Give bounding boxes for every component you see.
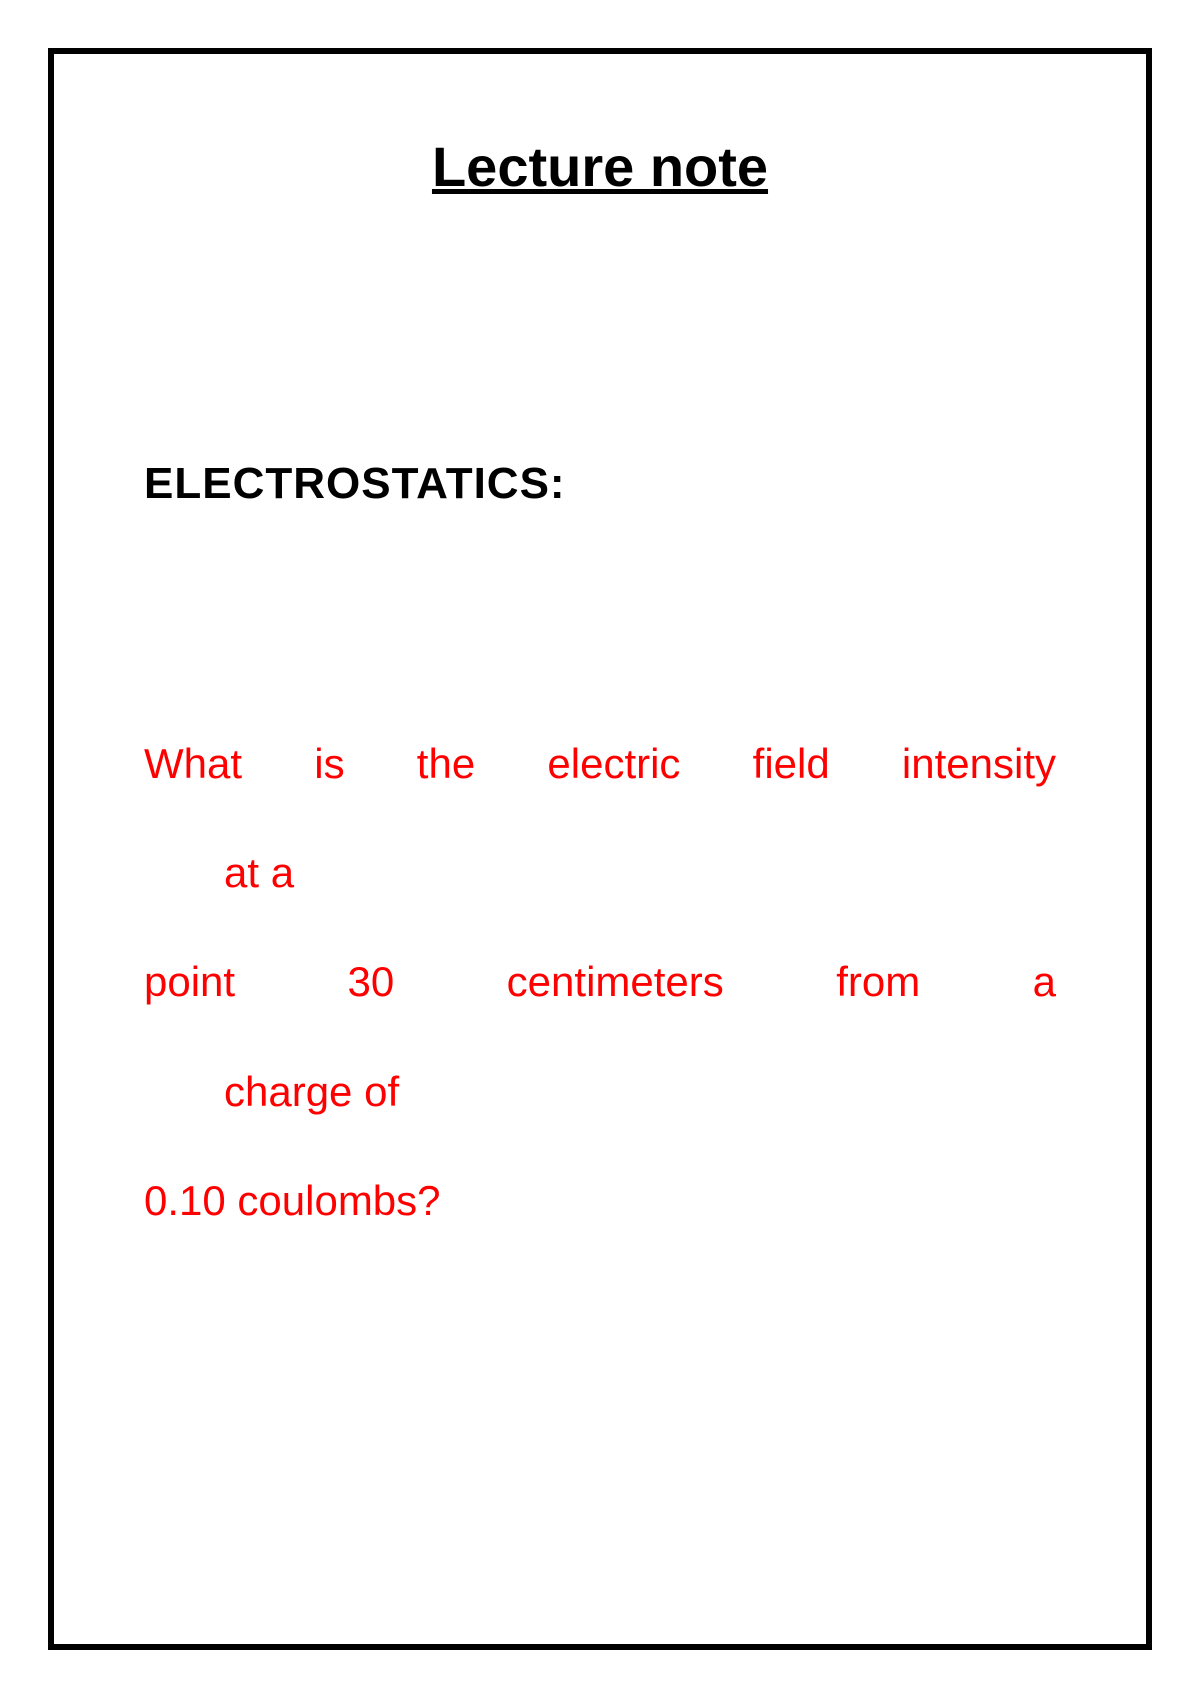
section-heading: ELECTROSTATICS: (144, 459, 1056, 509)
page-frame: Lecture note ELECTROSTATICS: What is the… (48, 48, 1152, 1650)
question-block: What is the electric field intensity at … (144, 709, 1056, 1255)
question-line-4: charge of (144, 1037, 1056, 1146)
page-title: Lecture note (144, 134, 1056, 199)
question-line-2: at a (144, 818, 1056, 927)
question-line-3: point 30 centimeters from a (144, 927, 1056, 1036)
question-line-5: 0.10 coulombs? (144, 1146, 1056, 1255)
question-line-1: What is the electric field intensity (144, 709, 1056, 818)
